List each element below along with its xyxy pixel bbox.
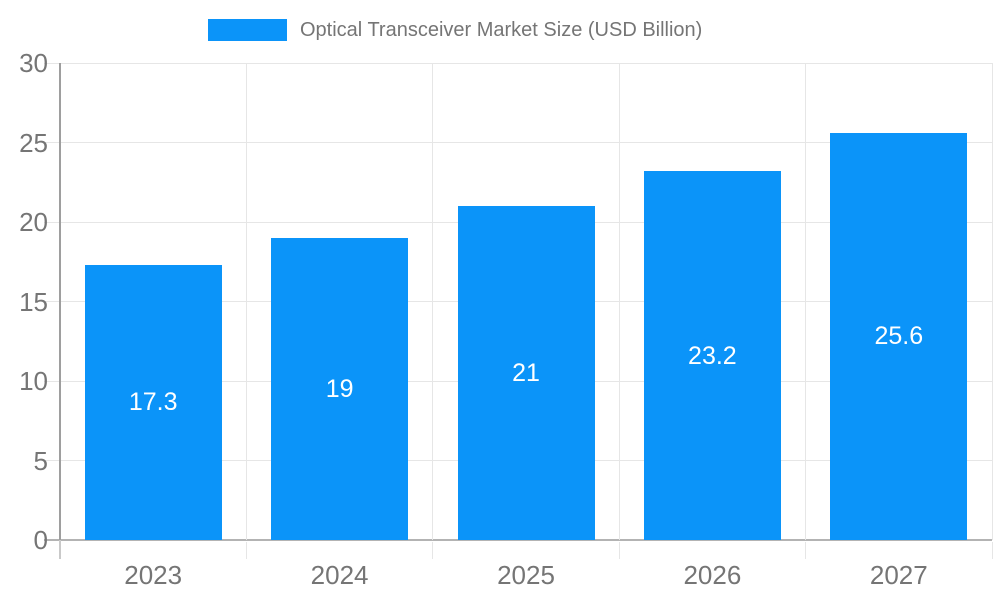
y-gridline — [44, 142, 992, 143]
y-tick-label: 20 — [19, 207, 48, 237]
y-tick-label: 15 — [19, 286, 48, 317]
x-tick-label: 2023 — [124, 560, 183, 590]
category-separator-gridline — [618, 63, 620, 540]
y-axis-line — [59, 63, 61, 540]
y-gridline — [44, 62, 992, 64]
category-separator-gridline — [991, 63, 993, 540]
bar-value-label: 21 — [512, 359, 540, 388]
bar-value-label: 23.2 — [688, 341, 737, 370]
category-separator-gridline — [245, 63, 247, 540]
x-tick-label: 2024 — [310, 560, 369, 590]
category-separator-gridline — [805, 63, 807, 540]
chart-legend: Optical Transceiver Market Size (USD Bil… — [0, 0, 1000, 50]
bar[interactable] — [271, 237, 409, 540]
y-tick-label: 10 — [19, 366, 48, 396]
x-axis-baseline — [44, 539, 992, 541]
category-separator-gridline — [432, 63, 434, 540]
y-tick-label: 30 — [19, 48, 48, 78]
bar-value-label: 19 — [325, 374, 354, 403]
y-tick-label: 5 — [33, 445, 48, 476]
x-tick-label: 2027 — [869, 560, 928, 590]
y-tick-label: 25 — [19, 127, 48, 158]
bar[interactable] — [84, 264, 222, 540]
bar-value-label: 17.3 — [128, 388, 178, 417]
bar-value-label: 25.6 — [874, 322, 924, 351]
y-axis-tick-below — [59, 540, 61, 559]
bar[interactable] — [830, 132, 968, 540]
bar[interactable] — [643, 171, 781, 540]
x-axis-tick — [245, 542, 247, 559]
bar[interactable] — [457, 206, 595, 540]
y-tick-label: 0 — [33, 525, 48, 555]
x-axis-tick — [805, 542, 807, 559]
x-axis-tick — [618, 542, 620, 559]
x-tick-label: 2026 — [683, 560, 742, 590]
x-axis-tick — [432, 542, 434, 559]
legend-color-swatch — [208, 19, 287, 41]
x-axis-tick — [991, 542, 993, 559]
x-tick-label: 2025 — [497, 560, 555, 590]
legend-series-label: Optical Transceiver Market Size (USD Bil… — [300, 19, 703, 41]
